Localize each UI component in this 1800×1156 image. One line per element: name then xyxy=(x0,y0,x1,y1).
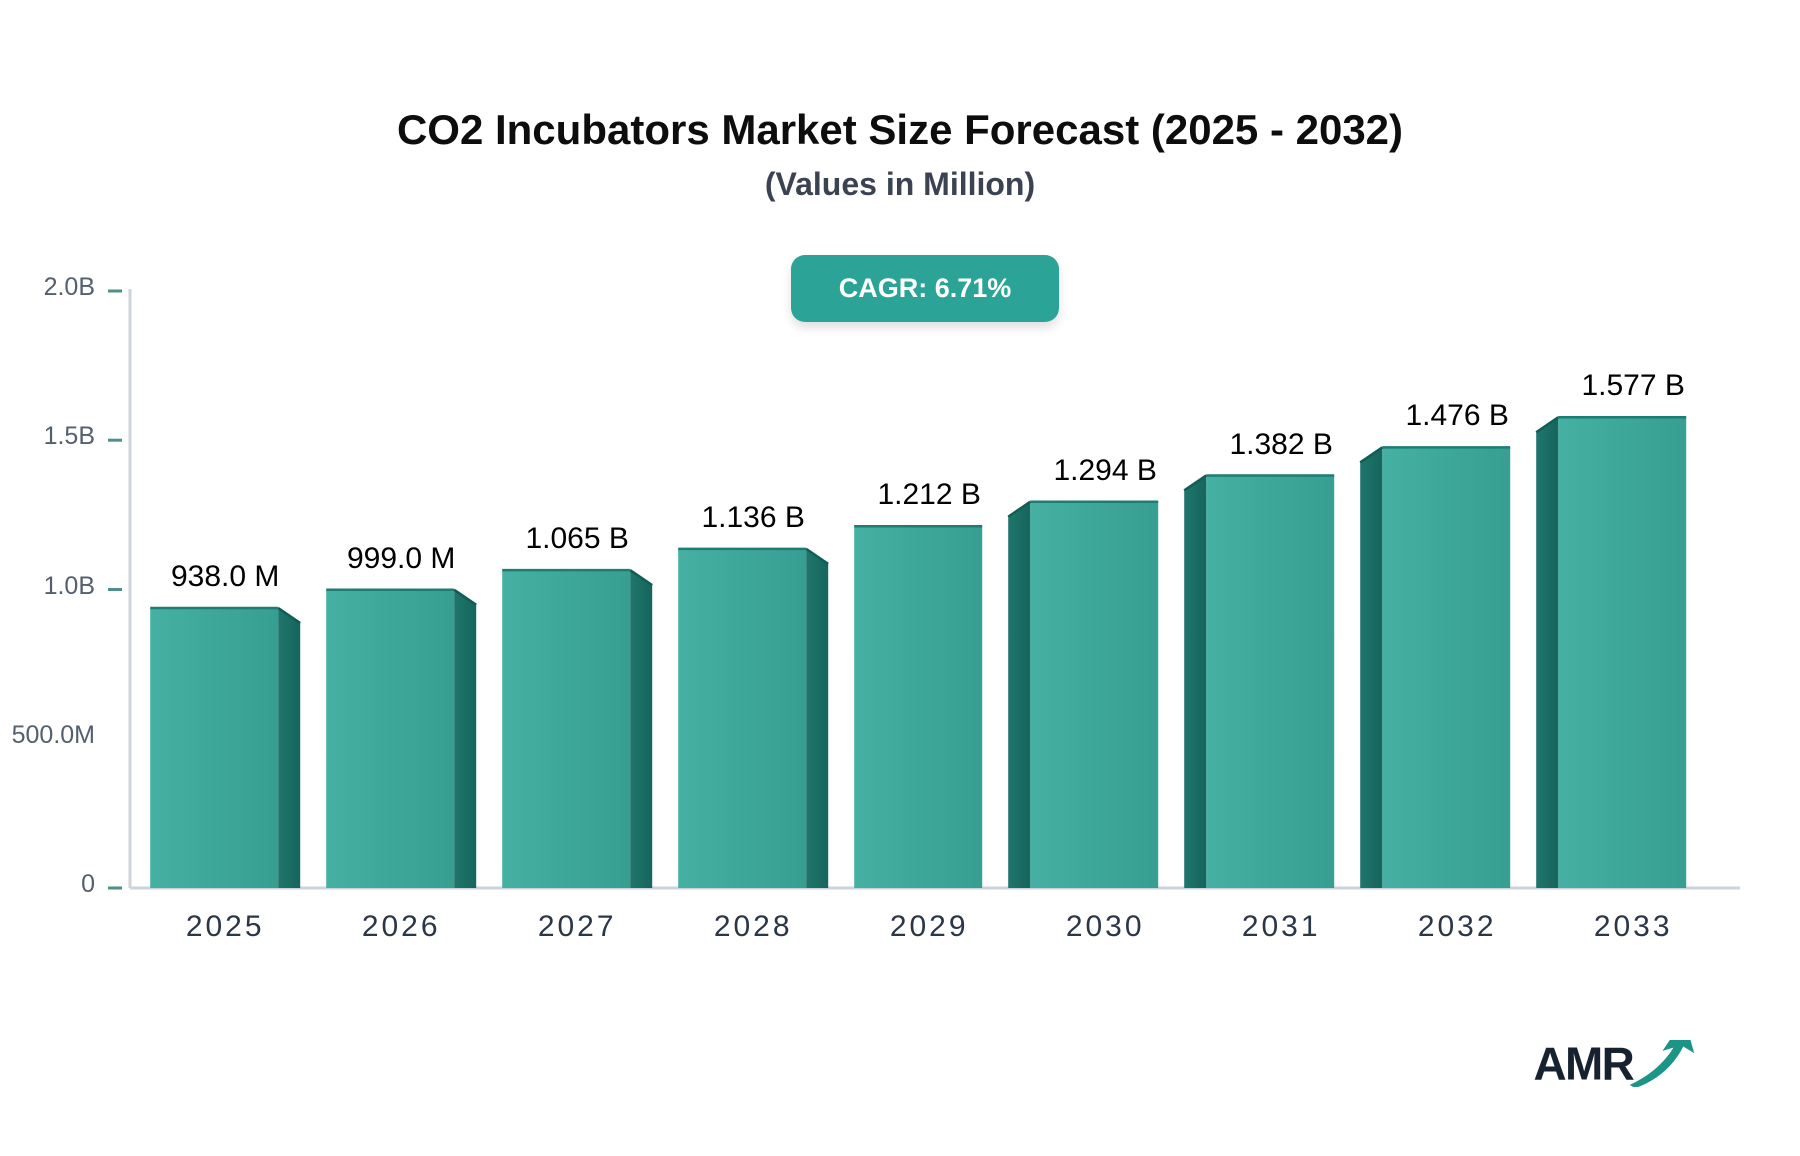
svg-text:AMR: AMR xyxy=(1534,1040,1635,1087)
